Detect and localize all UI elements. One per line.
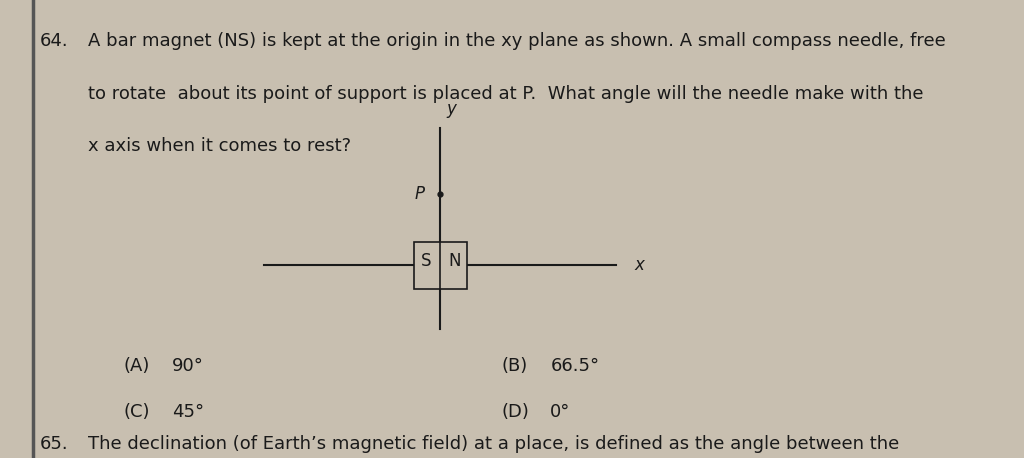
Bar (414, 242, 467, 289)
Text: 0°: 0° (550, 403, 570, 421)
Text: N: N (449, 252, 461, 270)
Text: 90°: 90° (172, 357, 204, 375)
Text: S: S (421, 252, 431, 270)
Text: 65.: 65. (40, 435, 69, 453)
Text: x: x (634, 256, 644, 274)
Text: to rotate  about its point of support is placed at P.  What angle will the needl: to rotate about its point of support is … (88, 85, 924, 103)
Text: (C): (C) (123, 403, 150, 421)
Text: P: P (415, 185, 424, 203)
Text: The declination (of Earth’s magnetic field) at a place, is defined as the angle : The declination (of Earth’s magnetic fie… (88, 435, 899, 453)
Text: A bar magnet (NS) is kept at the origin in the xy plane as shown. A small compas: A bar magnet (NS) is kept at the origin … (88, 32, 946, 50)
Text: (A): (A) (123, 357, 150, 375)
Text: y: y (446, 100, 457, 118)
Text: (D): (D) (502, 403, 529, 421)
Text: 45°: 45° (172, 403, 204, 421)
Text: 64.: 64. (40, 32, 69, 50)
Text: (B): (B) (502, 357, 528, 375)
Text: x axis when it comes to rest?: x axis when it comes to rest? (88, 137, 351, 155)
Text: 66.5°: 66.5° (550, 357, 599, 375)
